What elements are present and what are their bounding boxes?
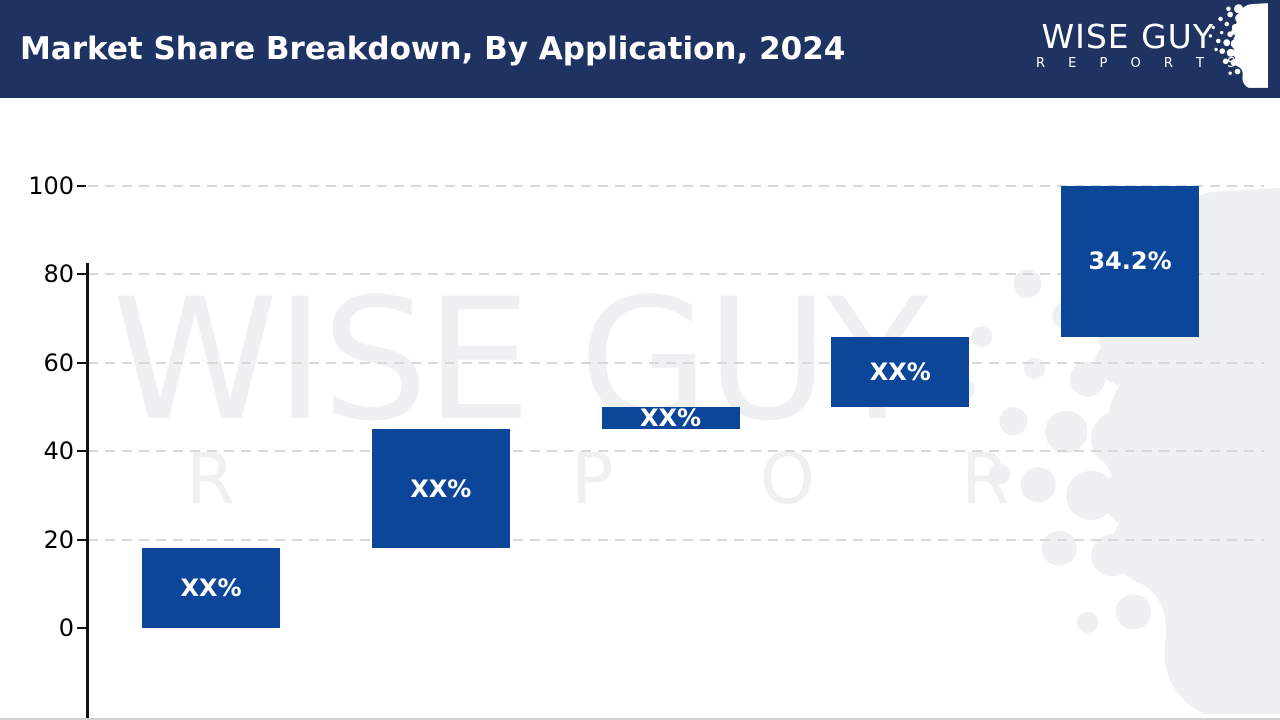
chart-title: Market Share Breakdown, By Application, … bbox=[20, 31, 846, 67]
y-tick-mark bbox=[77, 627, 86, 629]
footer-line bbox=[0, 718, 1280, 720]
bar-industrial-equipment: 34.2% bbox=[1061, 185, 1199, 337]
y-tick-mark bbox=[77, 184, 86, 187]
y-tick-label: 100 bbox=[28, 171, 74, 200]
gridline-20 bbox=[88, 538, 1264, 541]
bar-aerospace: XX% bbox=[142, 548, 280, 628]
bar-automotive: XX% bbox=[371, 428, 510, 549]
logo-wiseguy-label: WISE GUY bbox=[1041, 17, 1214, 56]
y-tick-mark bbox=[77, 450, 86, 452]
bar-value-label: XX% bbox=[180, 574, 242, 603]
bar-value-label: XX% bbox=[410, 474, 472, 503]
bar-consumer-electronics: XX% bbox=[831, 336, 970, 407]
y-tick-mark bbox=[77, 538, 86, 541]
y-tick-mark bbox=[77, 273, 86, 275]
bar-value-label: XX% bbox=[869, 357, 931, 386]
bar-value-label: XX% bbox=[639, 403, 702, 432]
y-axis bbox=[86, 263, 89, 720]
watermark-wiseguy-text: WISE GUY bbox=[112, 262, 929, 458]
y-tick-label: 60 bbox=[43, 348, 74, 377]
y-tick-label: 80 bbox=[43, 260, 74, 288]
bar-safety-systems: XX% bbox=[601, 403, 740, 432]
y-tick-label: 40 bbox=[43, 437, 74, 465]
logo-reports-label: R E P O R T S bbox=[1036, 56, 1245, 71]
gridline-60 bbox=[88, 361, 1264, 364]
y-tick-label: 20 bbox=[43, 525, 74, 554]
logo-text: WISE GUY R E P O R T S bbox=[1036, 17, 1245, 72]
gridline-80 bbox=[88, 273, 1264, 275]
gridline-100 bbox=[88, 184, 1264, 187]
wiseguy-logo: WISE GUY R E P O R T S bbox=[1036, 3, 1268, 95]
gridline-40 bbox=[88, 450, 1264, 452]
bar-value-label: 34.2% bbox=[1088, 247, 1172, 276]
y-tick-mark bbox=[77, 361, 86, 364]
plot-area: 020406080100XX%AerospaceXX%AutomotiveXX%… bbox=[0, 98, 1280, 720]
header-bar: Market Share Breakdown, By Application, … bbox=[0, 0, 1280, 98]
y-tick-label: 0 bbox=[58, 614, 74, 642]
